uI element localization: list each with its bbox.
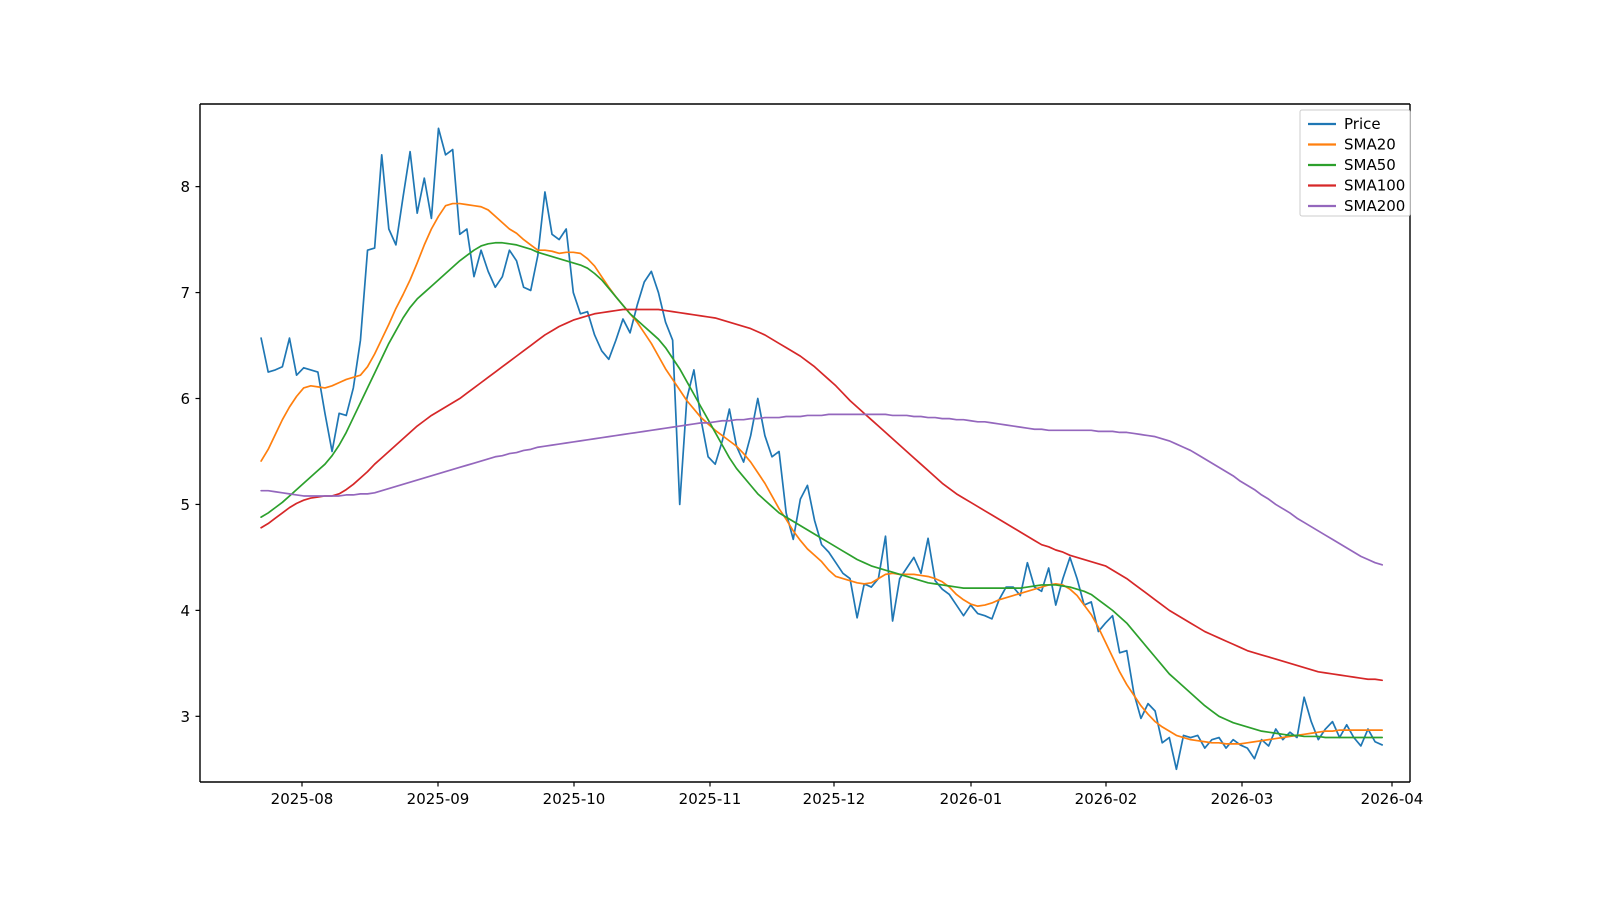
legend-label-sma100[interactable]: SMA100 [1344,177,1405,195]
x-tick-label: 2026-01 [940,790,1003,808]
y-tick-label: 8 [180,178,190,196]
axes-spines [199,103,1411,783]
series-line-sma100 [260,308,1384,682]
x-tick-label: 2025-10 [543,790,606,808]
series-line-sma200 [260,413,1384,566]
x-tick-label: 2025-09 [407,790,470,808]
data-series-group [260,127,1384,771]
chart-legend[interactable]: Price SMA20 SMA50 SMA100 SMA200 [1299,109,1411,217]
x-tick-label: 2026-03 [1211,790,1274,808]
x-axis-ticks: 2025-08 2025-09 2025-10 2025-11 2025-12 2026-… [271,782,1424,808]
y-axis-ticks: 3 4 5 6 7 8 [180,178,200,726]
x-tick-label: 2025-11 [679,790,742,808]
y-tick-label: 3 [180,708,190,726]
legend-label-price[interactable]: Price [1344,115,1381,133]
legend-box [1299,109,1411,217]
x-tick-label: 2026-02 [1075,790,1138,808]
x-tick-label: 2025-12 [803,790,866,808]
y-tick-label: 5 [180,496,190,514]
y-tick-label: 7 [180,284,190,302]
series-line-sma50 [260,241,1384,739]
legend-label-sma20[interactable]: SMA20 [1344,136,1396,154]
legend-label-sma50[interactable]: SMA50 [1344,156,1396,174]
legend-label-sma200[interactable]: SMA200 [1344,197,1405,215]
series-line-price [260,127,1384,771]
series-line-sma20 [260,202,1384,745]
x-tick-label: 2025-08 [271,790,334,808]
y-tick-label: 4 [180,602,190,620]
x-tick-label: 2026-04 [1361,790,1424,808]
y-tick-label: 6 [180,390,190,408]
